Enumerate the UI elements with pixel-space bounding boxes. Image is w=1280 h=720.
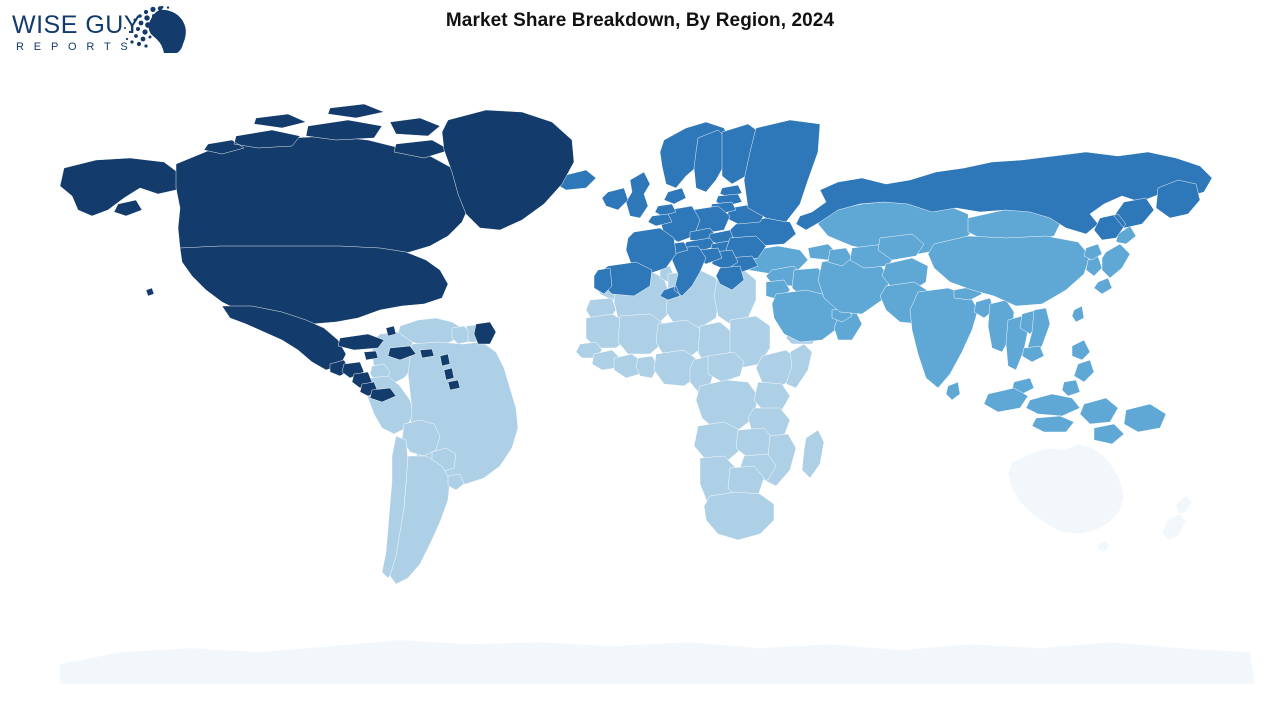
country-tasmania[interactable] [1098, 541, 1110, 552]
country-angola[interactable] [694, 422, 740, 462]
country-central-african-republic[interactable] [708, 352, 744, 382]
country-trinidad[interactable] [448, 380, 460, 390]
country-united-states[interactable] [180, 246, 448, 324]
country-uzbekistan[interactable] [878, 234, 924, 260]
region-middle-east-africa[interactable] [576, 266, 824, 540]
region-asia-pacific[interactable] [738, 200, 1166, 444]
country-bahamas[interactable] [386, 326, 396, 336]
country-france[interactable] [626, 228, 676, 274]
page-header: WISE GUY R E P O R T S [0, 0, 1280, 58]
country-dr-congo[interactable] [696, 380, 758, 430]
country-new-zealand[interactable] [1162, 496, 1192, 540]
world-choropleth-map [0, 52, 1280, 692]
country-philippines[interactable] [1062, 340, 1094, 396]
country-sri-lanka[interactable] [946, 382, 960, 400]
country-hispaniola[interactable] [388, 346, 416, 360]
country-bolivia[interactable] [402, 420, 440, 456]
country-greece[interactable] [716, 266, 744, 290]
page-title: Market Share Breakdown, By Region, 2024 [445, 10, 835, 31]
country-ireland[interactable] [602, 188, 628, 210]
country-greenland[interactable] [442, 110, 574, 230]
country-papua-new-guinea[interactable] [1124, 404, 1166, 432]
country-mali[interactable] [618, 314, 664, 354]
country-french-guiana[interactable] [474, 322, 496, 344]
map-svg [0, 52, 1280, 692]
country-jamaica[interactable] [364, 351, 378, 360]
country-portugal[interactable] [594, 268, 612, 294]
country-taiwan[interactable] [1072, 306, 1084, 322]
country-cuba[interactable] [338, 334, 384, 350]
country-hawaii[interactable] [146, 288, 154, 296]
region-oceania-antarctica[interactable] [60, 444, 1255, 684]
region-north-america[interactable] [60, 104, 574, 402]
country-ghana[interactable] [636, 356, 658, 378]
region-europe[interactable] [556, 120, 1212, 300]
country-netherlands[interactable] [655, 204, 676, 216]
country-australia[interactable] [1008, 444, 1124, 534]
country-uruguay[interactable] [448, 474, 464, 490]
country-south-africa[interactable] [704, 492, 774, 540]
country-saudi-arabia[interactable] [772, 290, 842, 342]
country-ethiopia[interactable] [756, 350, 798, 388]
country-russia-far-east[interactable] [1094, 180, 1200, 240]
country-alaska[interactable] [60, 158, 180, 216]
country-china[interactable] [928, 236, 1090, 306]
country-antarctica[interactable] [60, 640, 1255, 684]
head-profile-dots-icon [124, 6, 186, 54]
country-cambodia[interactable] [1022, 346, 1044, 362]
country-north-korea[interactable] [1084, 244, 1102, 260]
country-italy[interactable] [660, 246, 706, 300]
country-romania[interactable] [726, 236, 766, 260]
country-kenya[interactable] [754, 382, 790, 412]
wise-guy-reports-logo[interactable]: WISE GUY R E P O R T S [10, 6, 195, 56]
country-somalia[interactable] [786, 344, 812, 388]
country-madagascar[interactable] [802, 430, 824, 478]
country-lesser-antilles[interactable] [440, 354, 454, 380]
country-united-kingdom[interactable] [626, 172, 650, 218]
country-indonesia[interactable] [984, 388, 1124, 444]
country-azerbaijan[interactable] [828, 248, 852, 266]
country-puerto-rico[interactable] [420, 349, 434, 358]
country-russia-european[interactable] [744, 120, 820, 222]
country-panama[interactable] [370, 388, 396, 402]
logo-wordmark-secondary: R E P O R T S [16, 41, 131, 53]
country-canadian-arctic[interactable] [204, 104, 450, 158]
country-niger[interactable] [656, 320, 702, 358]
country-denmark[interactable] [664, 188, 686, 204]
logo-wordmark-primary: WISE GUY [12, 11, 141, 39]
country-india[interactable] [910, 288, 978, 388]
country-belgium[interactable] [648, 214, 672, 226]
country-argentina[interactable] [390, 456, 450, 584]
